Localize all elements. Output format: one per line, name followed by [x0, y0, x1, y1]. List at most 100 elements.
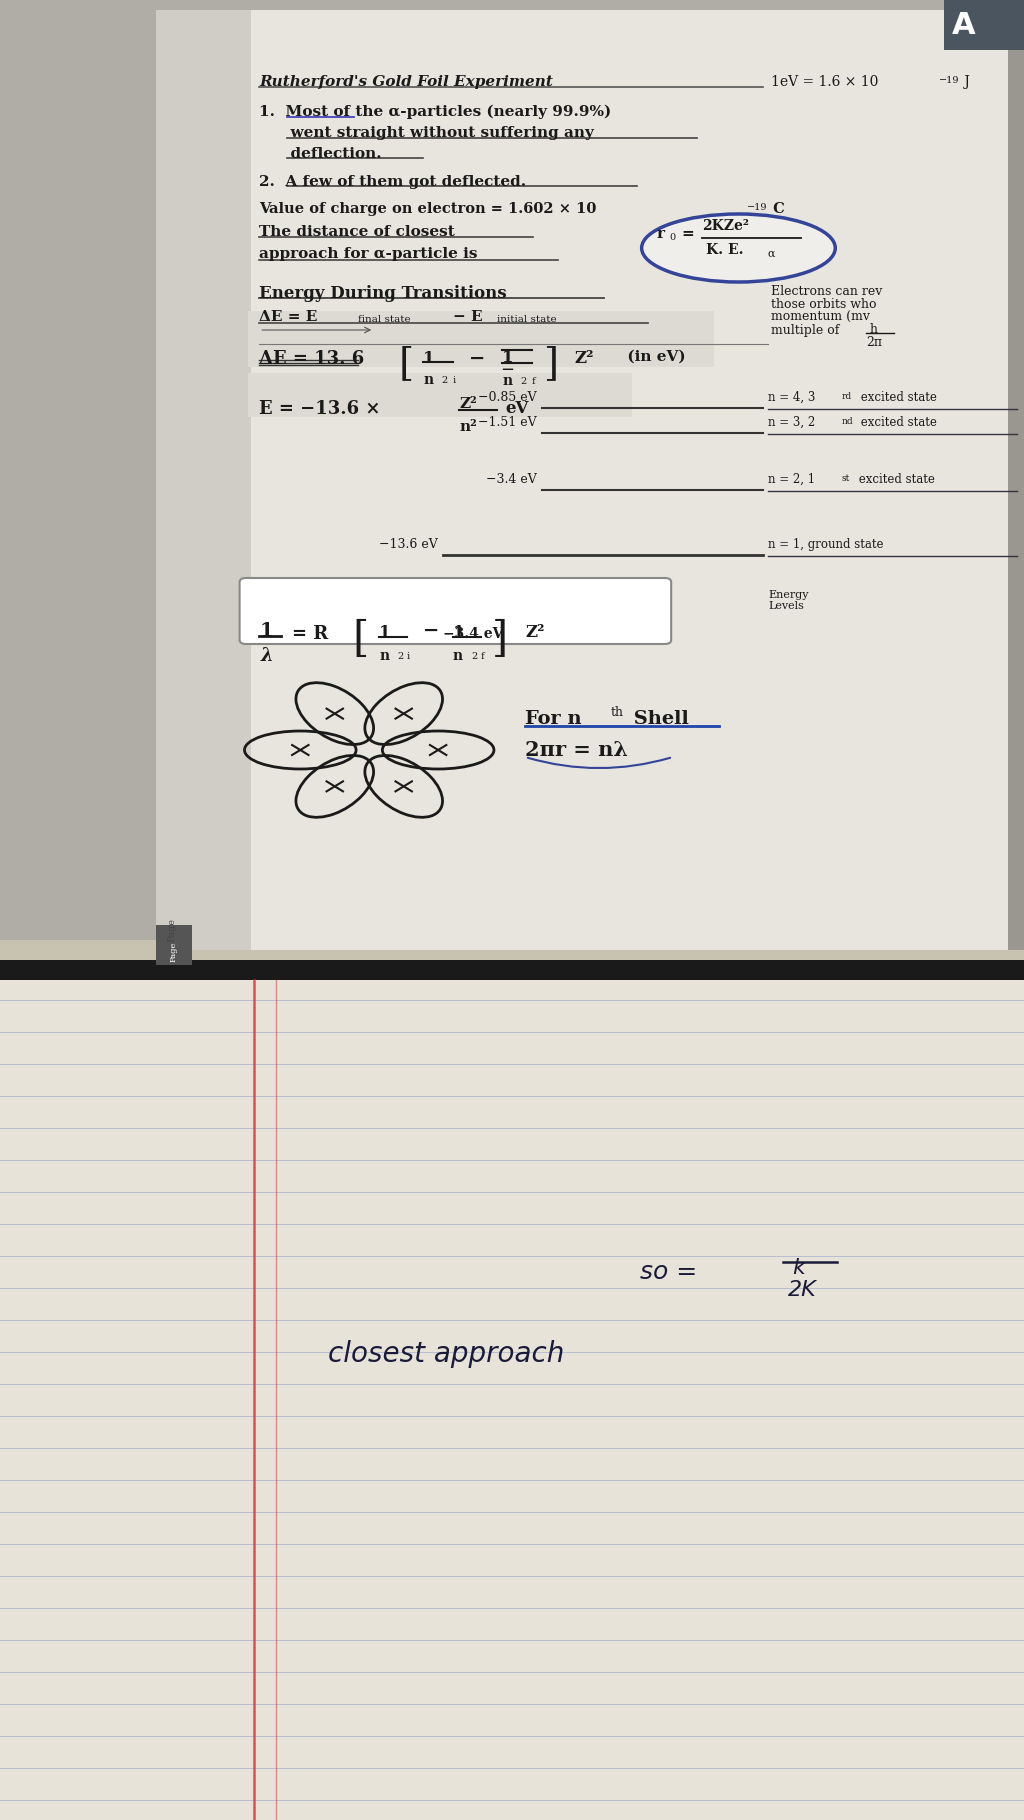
- Text: nd: nd: [842, 417, 853, 426]
- Text: 2K: 2K: [787, 1279, 816, 1299]
- Text: Levels: Levels: [768, 601, 804, 612]
- Text: multiple of: multiple of: [771, 324, 840, 337]
- FancyBboxPatch shape: [0, 959, 1024, 979]
- FancyBboxPatch shape: [248, 373, 632, 417]
- Text: Electrons can rev: Electrons can rev: [771, 286, 883, 298]
- Text: [: [: [398, 346, 414, 382]
- Text: −19: −19: [939, 76, 959, 86]
- Text: went straight without suffering any: went straight without suffering any: [259, 126, 594, 140]
- Text: −: −: [469, 349, 485, 368]
- Text: 2: 2: [520, 377, 526, 386]
- Text: The distance of closest: The distance of closest: [259, 226, 455, 238]
- Text: initial state: initial state: [498, 315, 557, 324]
- Text: −3.4 eV: −3.4 eV: [443, 628, 504, 641]
- Text: 0: 0: [670, 233, 676, 242]
- Text: 1eV = 1.6 × 10: 1eV = 1.6 × 10: [771, 75, 879, 89]
- FancyBboxPatch shape: [156, 9, 1010, 950]
- Text: h: h: [869, 322, 878, 337]
- Text: those orbits who: those orbits who: [771, 298, 877, 311]
- Text: closest approach: closest approach: [329, 1340, 564, 1369]
- Text: ─: ─: [502, 362, 512, 379]
- Text: 1: 1: [379, 624, 390, 641]
- Text: ΔE = E: ΔE = E: [259, 309, 317, 324]
- Text: n: n: [453, 650, 463, 662]
- Text: =: =: [681, 228, 694, 240]
- Text: For n: For n: [525, 710, 582, 728]
- Text: i: i: [453, 377, 456, 386]
- Text: momentum (mv: momentum (mv: [771, 311, 870, 324]
- Text: 2: 2: [397, 652, 403, 661]
- Text: −3.4 eV: −3.4 eV: [485, 473, 537, 486]
- Text: so =: so =: [640, 1259, 697, 1283]
- Text: −19: −19: [746, 204, 767, 211]
- FancyBboxPatch shape: [240, 579, 671, 644]
- Text: n = 2, 1: n = 2, 1: [768, 473, 815, 486]
- Text: −1.51 eV: −1.51 eV: [478, 417, 537, 430]
- FancyBboxPatch shape: [248, 311, 714, 368]
- Text: Page: Page: [167, 917, 176, 943]
- Text: J: J: [961, 75, 970, 89]
- Text: 1: 1: [423, 349, 435, 368]
- Text: α: α: [768, 249, 775, 258]
- Text: K. E.: K. E.: [706, 244, 743, 257]
- FancyBboxPatch shape: [0, 959, 1024, 1820]
- Text: Rutherford's Gold Foil Experiment: Rutherford's Gold Foil Experiment: [259, 75, 553, 89]
- Text: 2πr = nλ: 2πr = nλ: [525, 741, 628, 761]
- Text: n = 4, 3: n = 4, 3: [768, 391, 815, 404]
- Ellipse shape: [642, 215, 836, 282]
- Text: k: k: [793, 1258, 806, 1278]
- Text: Energy During Transitions: Energy During Transitions: [259, 286, 507, 302]
- Text: deflection.: deflection.: [259, 147, 382, 160]
- FancyBboxPatch shape: [156, 925, 193, 965]
- Text: st: st: [842, 473, 850, 482]
- Text: Value of charge on electron = 1.602 × 10: Value of charge on electron = 1.602 × 10: [259, 202, 597, 217]
- Text: excited state: excited state: [855, 473, 935, 486]
- Text: λ: λ: [261, 646, 273, 664]
- FancyBboxPatch shape: [0, 0, 1024, 959]
- Text: i: i: [407, 652, 410, 661]
- Text: Z²: Z²: [460, 397, 477, 411]
- Text: n = 1, ground state: n = 1, ground state: [768, 539, 884, 551]
- Text: Z²: Z²: [525, 624, 545, 641]
- Text: 2.  A few of them got deflected.: 2. A few of them got deflected.: [259, 175, 526, 189]
- Text: excited state: excited state: [857, 391, 937, 404]
- Text: ]: ]: [543, 346, 558, 382]
- FancyBboxPatch shape: [1008, 9, 1024, 950]
- Text: approach for α-particle is: approach for α-particle is: [259, 248, 478, 260]
- Text: [: [: [353, 619, 369, 661]
- Text: Page: Page: [170, 943, 178, 963]
- Text: n: n: [423, 373, 433, 388]
- Text: rd: rd: [842, 391, 852, 400]
- Text: 2π: 2π: [866, 337, 883, 349]
- Text: r: r: [656, 228, 665, 240]
- Text: ]: ]: [493, 619, 509, 661]
- Text: 1: 1: [259, 622, 273, 641]
- Text: 1: 1: [453, 624, 465, 641]
- Text: − E: − E: [453, 309, 482, 324]
- Text: Z²: Z²: [574, 349, 594, 368]
- Text: n: n: [379, 650, 389, 662]
- Text: ΔE = 13. 6: ΔE = 13. 6: [259, 349, 365, 368]
- Text: = R: = R: [292, 624, 329, 642]
- Text: −0.85 eV: −0.85 eV: [478, 391, 537, 404]
- Text: f: f: [531, 377, 536, 386]
- Text: excited state: excited state: [857, 417, 937, 430]
- Text: −: −: [423, 622, 439, 641]
- Text: 1̄: 1̄: [502, 349, 514, 366]
- Text: 2: 2: [471, 652, 477, 661]
- Text: (in eV): (in eV): [617, 349, 686, 364]
- Text: −13.6 eV: −13.6 eV: [380, 539, 438, 551]
- FancyBboxPatch shape: [943, 0, 1024, 49]
- Text: f: f: [481, 652, 484, 661]
- Text: Energy: Energy: [768, 590, 809, 601]
- Text: 2: 2: [441, 377, 447, 386]
- Text: E = −13.6 ×: E = −13.6 ×: [259, 400, 381, 419]
- Text: n: n: [502, 373, 512, 388]
- Text: Shell: Shell: [627, 710, 689, 728]
- FancyBboxPatch shape: [0, 939, 1024, 1820]
- Text: final state: final state: [357, 315, 411, 324]
- Text: C: C: [768, 202, 784, 217]
- Text: th: th: [610, 706, 624, 719]
- Text: 2KZe²: 2KZe²: [702, 218, 750, 233]
- Text: n = 3, 2: n = 3, 2: [768, 417, 815, 430]
